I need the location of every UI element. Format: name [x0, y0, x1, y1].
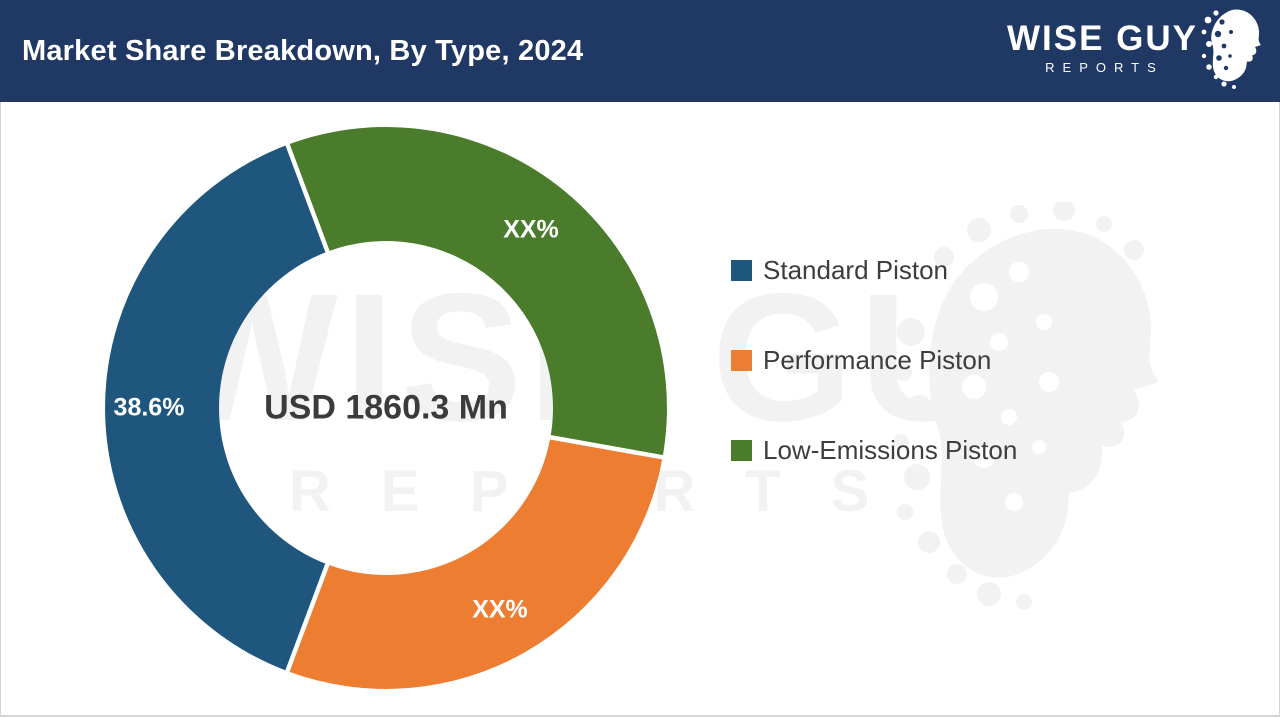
chart-area: WISE GUY REPORTS [0, 102, 1280, 717]
segment-separator [284, 141, 331, 256]
chart-center-total: USD 1860.3 Mn [264, 388, 508, 427]
watermark-face-image [893, 202, 1159, 610]
logo-face-icon [1201, 9, 1261, 89]
donut-segment-standard-piston [105, 144, 328, 672]
page-title: Market Share Breakdown, By Type, 2024 [22, 34, 584, 67]
legend-label: Standard Piston [763, 254, 949, 285]
segment-value-label-low-emissions: XX% [503, 215, 559, 244]
legend-item-standard-piston: Standard Piston [731, 255, 948, 285]
logo-subtitle-text: REPORTS [1045, 60, 1164, 75]
donut-segment-performance-piston [287, 437, 663, 689]
legend-swatch [731, 439, 752, 461]
logo-title-text: WISE GUY [1006, 19, 1198, 58]
legend-label: Low-Emissions Piston [763, 434, 1018, 465]
segment-separator [284, 560, 331, 675]
legend-item-low-emissions-piston: Low-Emissions Piston [731, 435, 1017, 465]
logo-wordmark: WISE GUY REPORTS [1007, 19, 1198, 75]
donut-segment-low-emissions-piston [287, 127, 667, 458]
segment-value-label-performance: XX% [472, 595, 528, 624]
segment-value-label-standard: 38.6% [113, 393, 185, 422]
legend-label: Performance Piston [763, 344, 992, 375]
legend-swatch [731, 349, 752, 371]
donut-chart [105, 127, 667, 689]
legend-item-performance-piston: Performance Piston [731, 345, 991, 375]
wise-guy-logo: WISE GUY REPORTS [1007, 4, 1266, 90]
segment-separator [547, 434, 666, 461]
header-bar: Market Share Breakdown, By Type, 2024 WI… [0, 0, 1280, 102]
legend-swatch [731, 259, 752, 281]
